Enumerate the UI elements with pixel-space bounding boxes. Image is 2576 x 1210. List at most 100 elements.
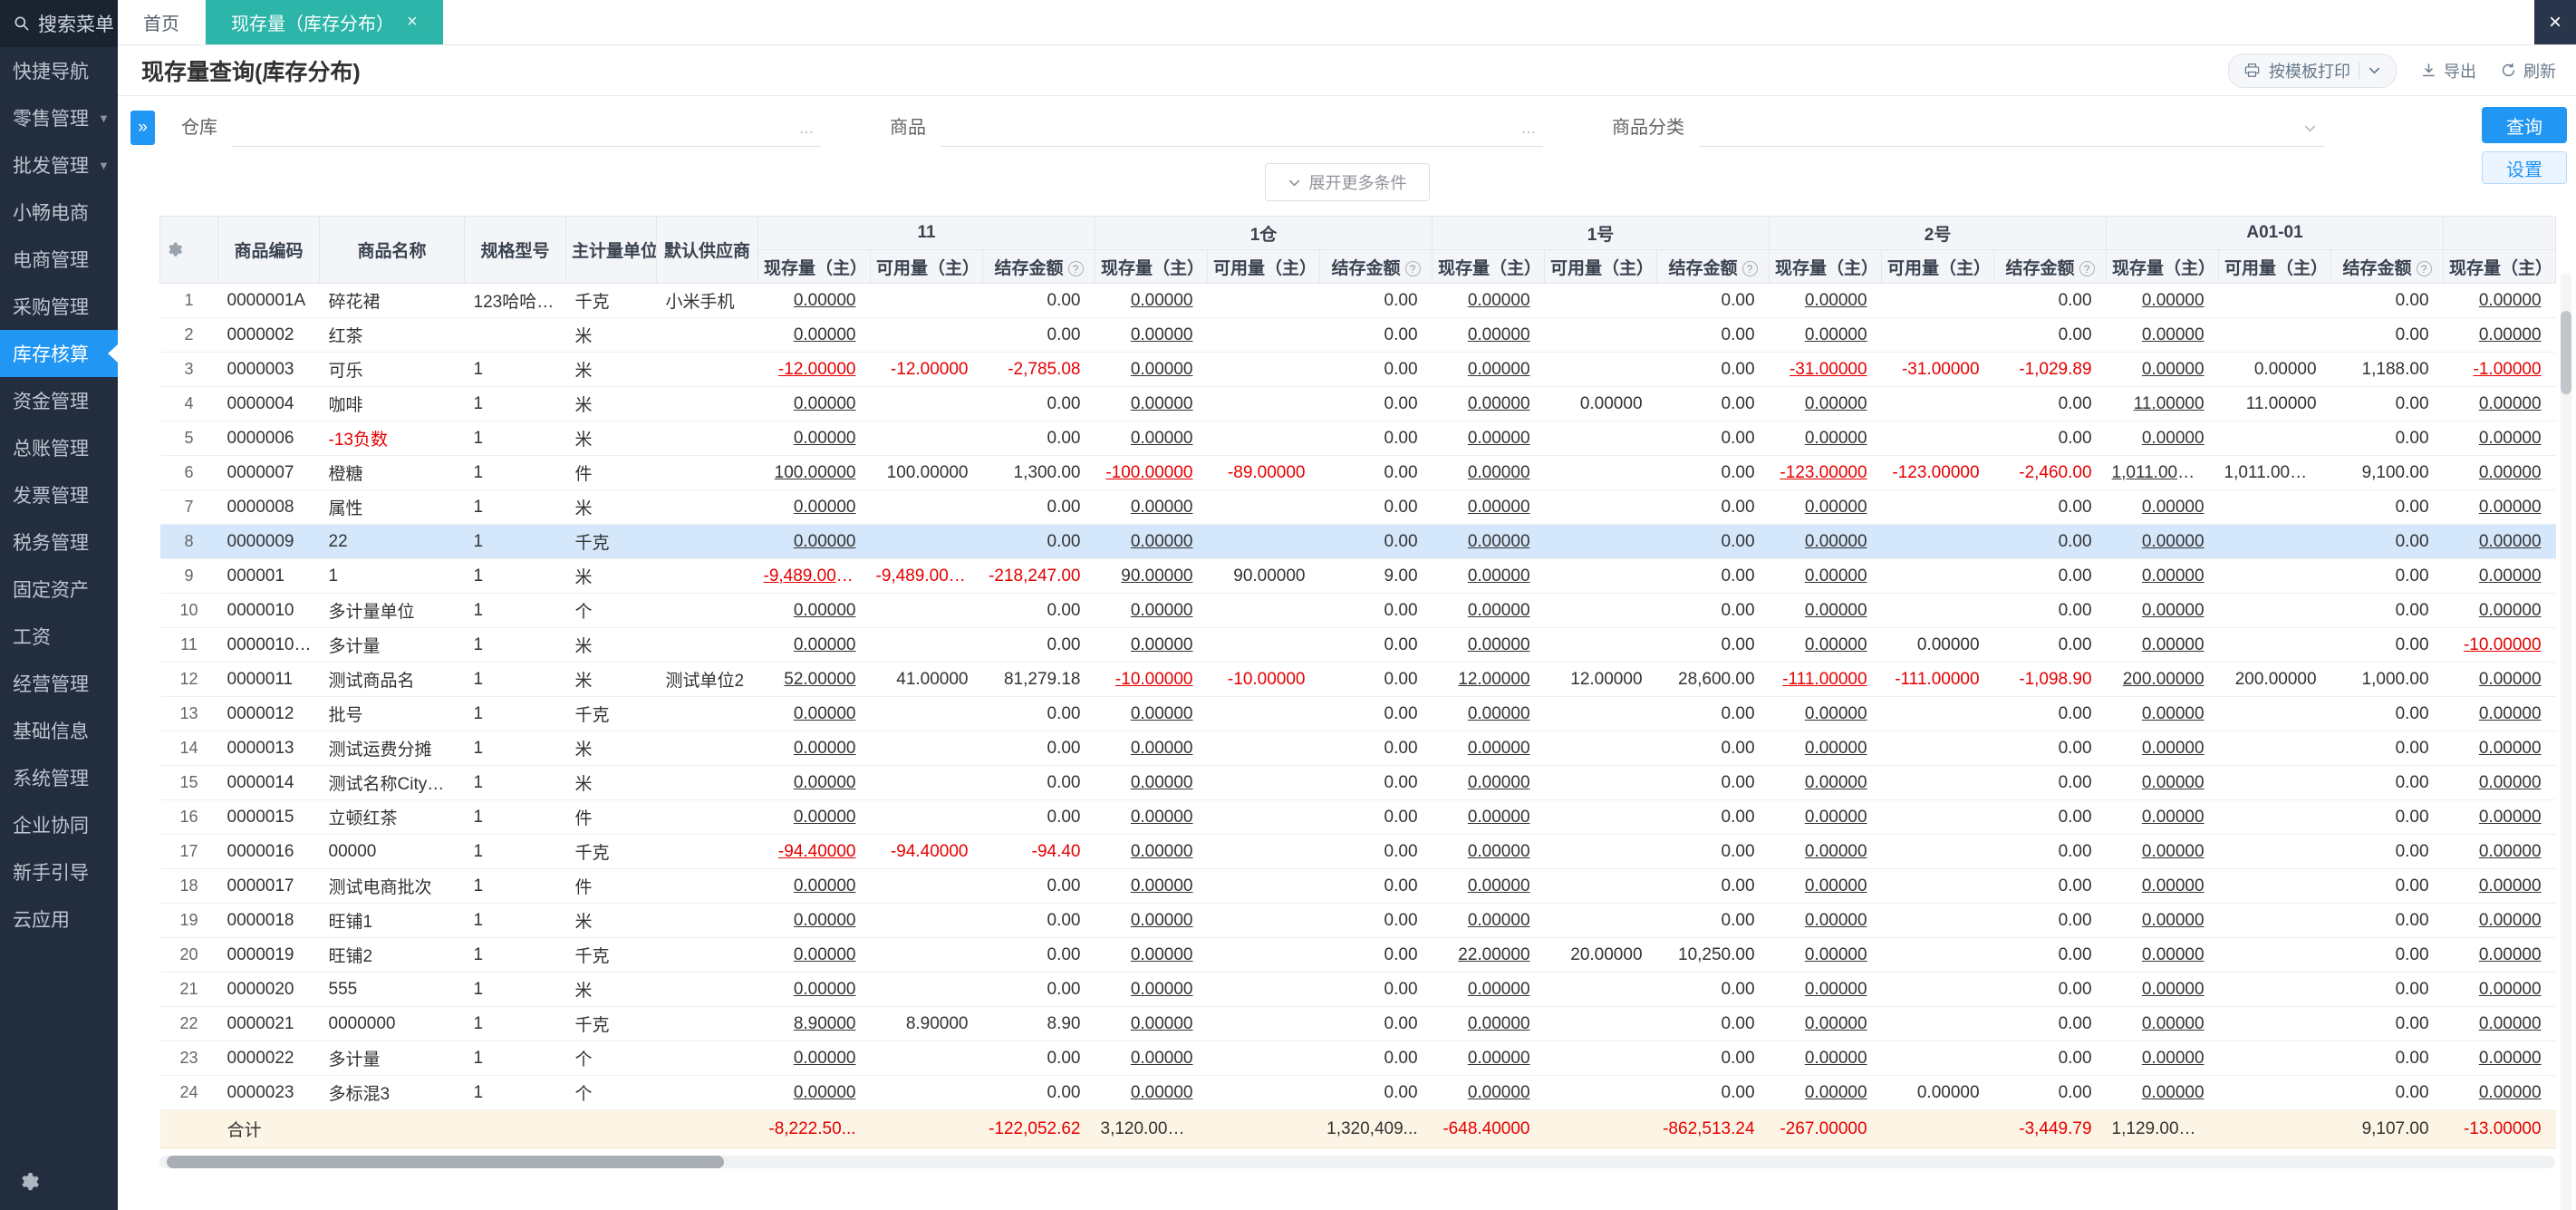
table-row[interactable]: 3 0000003 可乐 1 米 -12.00000 -12.00000 -2,785.08 0…: [159, 352, 2556, 387]
stock-qty-link[interactable]: 0.00000: [757, 799, 871, 835]
stock-qty-link[interactable]: 0.00000: [1769, 317, 1882, 353]
ellipsis-icon[interactable]: ...: [1521, 118, 1536, 138]
chevron-down-icon[interactable]: [2368, 63, 2381, 77]
stock-qty-link[interactable]: -10.00000: [2443, 627, 2556, 663]
stock-qty-link[interactable]: 0.00000: [2443, 662, 2556, 697]
stock-qty-link[interactable]: 0.00000: [2443, 386, 2556, 421]
stock-qty-link[interactable]: -1.00000: [2443, 352, 2556, 387]
stock-qty-link[interactable]: 0.00000: [1432, 489, 1545, 525]
tab-inventory-distribution[interactable]: 现存量（库存分布） ×: [206, 0, 443, 44]
stock-qty-link[interactable]: 0.00000: [2106, 765, 2219, 800]
tabbar-close-button[interactable]: ×: [2534, 0, 2576, 44]
stock-qty-link[interactable]: 0.00000: [757, 489, 871, 525]
stock-qty-link[interactable]: -12.00000: [757, 352, 871, 387]
stock-qty-link[interactable]: 0.00000: [1095, 386, 1208, 421]
table-row[interactable]: 2 0000002 红茶米 0.00000 0.00 0.00000 0.00 0.00000…: [159, 317, 2556, 353]
stock-qty-link[interactable]: 0.00000: [1432, 352, 1545, 387]
stock-qty-link[interactable]: 0.00000: [1432, 1041, 1545, 1076]
sidebar-item-inventory-accounting[interactable]: 库存核算: [0, 330, 118, 377]
table-row[interactable]: 21 0000020 555 1 米 0.00000 0.00 0.00000 0.00 0.00…: [159, 972, 2556, 1007]
stock-qty-link[interactable]: 200.00000: [2106, 662, 2219, 697]
stock-qty-link[interactable]: 0.00000: [2106, 352, 2219, 387]
sidebar-item-fixed-assets[interactable]: 固定资产: [0, 566, 118, 613]
horizontal-scrollbar-thumb[interactable]: [167, 1156, 724, 1168]
stock-qty-link[interactable]: 0.00000: [2443, 937, 2556, 973]
stock-qty-link[interactable]: 100.00000: [757, 455, 871, 490]
stock-qty-link[interactable]: 0.00000: [2443, 524, 2556, 559]
sidebar-item-search-menu[interactable]: 搜索菜单: [0, 0, 118, 47]
table-row[interactable]: 14 0000013 测试运费分摊 1 米 0.00000 0.00 0.00000 0.00 0…: [159, 731, 2556, 766]
table-row[interactable]: 9 000001 1 1 米 -9,489.00000 -9,489.000... -218,…: [159, 558, 2556, 594]
stock-qty-link[interactable]: 0.00000: [1432, 799, 1545, 835]
sidebar-item-retail-mgmt[interactable]: 零售管理 ▼: [0, 94, 118, 141]
table-row[interactable]: 12 0000011 测试商品名 1 米测试单位2 52.00000 41.00000 81,…: [159, 662, 2556, 697]
stock-qty-link[interactable]: 0.00000: [2106, 903, 2219, 938]
stock-qty-link[interactable]: 0.00000: [2106, 283, 2219, 318]
sidebar-item-enterprise-collab[interactable]: 企业协同: [0, 801, 118, 848]
stock-qty-link[interactable]: 0.00000: [1095, 317, 1208, 353]
stock-qty-link[interactable]: 1,011.00000: [2106, 455, 2219, 490]
stock-qty-link[interactable]: 0.00000: [2106, 972, 2219, 1007]
stock-qty-link[interactable]: 0.00000: [1769, 283, 1882, 318]
table-row[interactable]: 150000014测试名称City，然后数...1米0.000000.000.0…: [159, 765, 2556, 800]
print-by-template-button[interactable]: 按模板打印: [2228, 53, 2397, 88]
stock-qty-link[interactable]: 0.00000: [2443, 799, 2556, 835]
table-row[interactable]: 7 0000008 属性 1 米 0.00000 0.00 0.00000 0.00 0.0000…: [159, 489, 2556, 525]
stock-qty-link[interactable]: 0.00000: [1769, 558, 1882, 594]
stock-qty-link[interactable]: 0.00000: [2443, 1075, 2556, 1110]
stock-qty-link[interactable]: 0.00000: [2443, 489, 2556, 525]
table-row[interactable]: 5 0000006 -13负数 1 米 0.00000 0.00 0.00000 0.00 0.0…: [159, 421, 2556, 456]
stock-qty-link[interactable]: 0.00000: [1769, 627, 1882, 663]
stock-qty-link[interactable]: 0.00000: [1095, 1041, 1208, 1076]
stock-qty-link[interactable]: -94.40000: [757, 834, 871, 869]
stock-qty-link[interactable]: 0.00000: [2106, 799, 2219, 835]
product-input[interactable]: ...: [941, 111, 1543, 147]
stock-qty-link[interactable]: 0.00000: [757, 1041, 871, 1076]
stock-qty-link[interactable]: 22.00000: [1432, 937, 1545, 973]
stock-qty-link[interactable]: 0.00000: [1769, 489, 1882, 525]
stock-qty-link[interactable]: 0.00000: [1769, 903, 1882, 938]
stock-qty-link[interactable]: 0.00000: [1095, 489, 1208, 525]
stock-qty-link[interactable]: 0.00000: [1769, 1006, 1882, 1041]
table-row[interactable]: 23 0000022 多计量 1 个 0.00000 0.00 0.00000 0.00 0.00…: [159, 1041, 2556, 1076]
stock-qty-link[interactable]: 0.00000: [1432, 1006, 1545, 1041]
table-row[interactable]: 10 0000010 多计量单位 1 个 0.00000 0.00 0.00000 0.00 0.…: [159, 593, 2556, 628]
stock-qty-link[interactable]: 0.00000: [1432, 317, 1545, 353]
sidebar-item-system-mgmt[interactable]: 系统管理: [0, 754, 118, 801]
stock-qty-link[interactable]: 0.00000: [2443, 696, 2556, 731]
stock-qty-link[interactable]: 0.00000: [1432, 558, 1545, 594]
stock-qty-link[interactable]: -10.00000: [1095, 662, 1208, 697]
table-row[interactable]: 19 0000018 旺铺1 1 米 0.00000 0.00 0.00000 0.00 0.00…: [159, 903, 2556, 938]
stock-qty-link[interactable]: 0.00000: [1432, 868, 1545, 904]
stock-qty-link[interactable]: 0.00000: [757, 903, 871, 938]
sidebar-item-invoice-mgmt[interactable]: 发票管理: [0, 471, 118, 518]
stock-qty-link[interactable]: 0.00000: [1095, 903, 1208, 938]
stock-qty-link[interactable]: 11.00000: [2106, 386, 2219, 421]
stock-qty-link[interactable]: 0.00000: [1769, 524, 1882, 559]
stock-qty-link[interactable]: 0.00000: [2443, 421, 2556, 456]
stock-qty-link[interactable]: 0.00000: [1095, 868, 1208, 904]
stock-qty-link[interactable]: 0.00000: [1769, 1041, 1882, 1076]
stock-qty-link[interactable]: 0.00000: [1432, 972, 1545, 1007]
vertical-scrollbar[interactable]: [2561, 273, 2571, 1210]
stock-qty-link[interactable]: 0.00000: [1095, 627, 1208, 663]
stock-qty-link[interactable]: 0.00000: [1432, 421, 1545, 456]
stock-qty-link[interactable]: 0.00000: [2443, 731, 2556, 766]
sidebar-item-quick-nav[interactable]: 快捷导航: [0, 47, 118, 94]
stock-qty-link[interactable]: 0.00000: [2106, 1075, 2219, 1110]
stock-qty-link[interactable]: 0.00000: [2106, 1041, 2219, 1076]
stock-qty-link[interactable]: 0.00000: [2443, 903, 2556, 938]
stock-qty-link[interactable]: 0.00000: [1432, 1075, 1545, 1110]
stock-qty-link[interactable]: 0.00000: [2106, 834, 2219, 869]
stock-qty-link[interactable]: 0.00000: [2106, 868, 2219, 904]
stock-qty-link[interactable]: 0.00000: [757, 386, 871, 421]
stock-qty-link[interactable]: 0.00000: [1095, 421, 1208, 456]
category-select[interactable]: [1699, 111, 2324, 147]
stock-qty-link[interactable]: 0.00000: [757, 283, 871, 318]
stock-qty-link[interactable]: 0.00000: [2443, 455, 2556, 490]
stock-qty-link[interactable]: 0.00000: [1432, 524, 1545, 559]
stock-qty-link[interactable]: 0.00000: [2106, 317, 2219, 353]
sidebar-item-funds-mgmt[interactable]: 资金管理: [0, 377, 118, 424]
stock-qty-link[interactable]: 0.00000: [2443, 972, 2556, 1007]
stock-qty-link[interactable]: 0.00000: [1432, 765, 1545, 800]
